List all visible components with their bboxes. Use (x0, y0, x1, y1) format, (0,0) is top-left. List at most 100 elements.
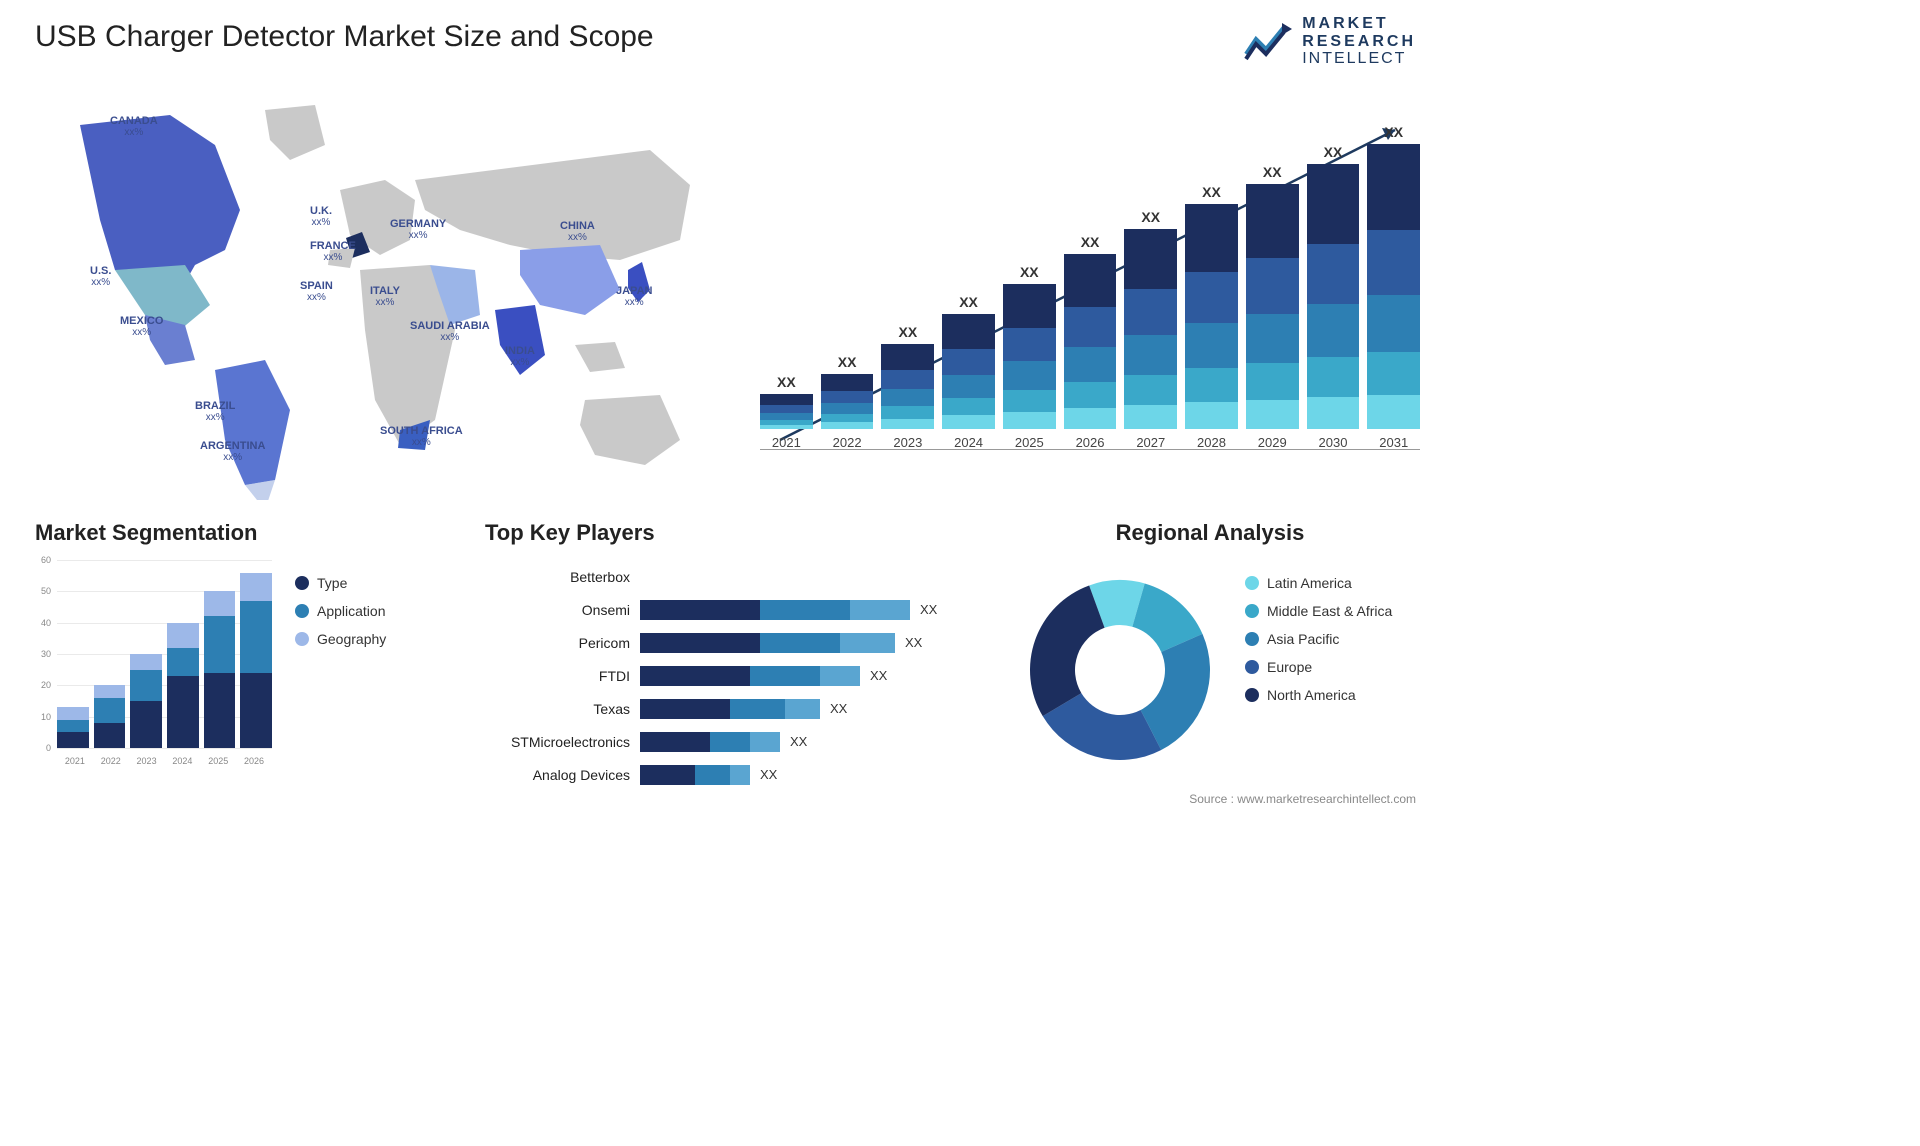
bar-value-label: XX (1141, 209, 1160, 225)
seg-bar-segment (130, 654, 162, 670)
legend-label: Asia Pacific (1267, 631, 1339, 647)
bar-segment (1064, 347, 1117, 382)
segmentation-section: Market Segmentation 0102030405060 202120… (35, 520, 450, 780)
bar-segment (1246, 258, 1299, 314)
world-map: CANADAxx%U.S.xx%MEXICOxx%BRAZILxx%ARGENT… (30, 90, 730, 500)
bar-value-label: XX (959, 294, 978, 310)
seg-bar-segment (204, 591, 236, 616)
key-player-row: OnsemiXX (485, 593, 985, 626)
kp-bar-segment (730, 699, 785, 719)
logo: MARKET RESEARCH INTELLECT (1244, 15, 1416, 68)
bar-segment (1064, 382, 1117, 408)
legend-label: Geography (317, 631, 386, 647)
key-player-name: FTDI (485, 668, 640, 684)
seg-bar-segment (130, 670, 162, 701)
seg-bar-segment (204, 673, 236, 748)
key-player-row: FTDIXX (485, 659, 985, 692)
bar-segment (1003, 328, 1056, 361)
seg-bar-column (94, 685, 126, 748)
year-label: 2031 (1379, 435, 1408, 450)
kp-bar-segment (640, 666, 750, 686)
bar-segment (1367, 352, 1420, 395)
bar-segment (1367, 395, 1420, 429)
seg-bar-segment (57, 732, 89, 748)
bar-value-label: XX (1202, 184, 1221, 200)
seg-bar-segment (240, 673, 272, 748)
seg-year-label: 2021 (57, 756, 93, 766)
bar-segment (1246, 314, 1299, 363)
legend-label: Europe (1267, 659, 1312, 675)
seg-bar-segment (57, 720, 89, 733)
logo-line1: MARKET (1302, 15, 1416, 33)
key-player-name: STMicroelectronics (485, 734, 640, 750)
bar-value-label: XX (838, 354, 857, 370)
bar-segment (1307, 304, 1360, 357)
legend-item: North America (1245, 687, 1392, 703)
country-label: FRANCExx% (310, 240, 356, 263)
bar-segment (1124, 289, 1177, 335)
kp-bar-segment (750, 732, 780, 752)
bar-segment (881, 406, 934, 419)
seg-bar-column (204, 591, 236, 748)
year-label: 2030 (1319, 435, 1348, 450)
country-label: BRAZILxx% (195, 400, 235, 423)
bar-value-label: XX (1324, 144, 1343, 160)
legend-item: Asia Pacific (1245, 631, 1392, 647)
key-player-row: PericomXX (485, 626, 985, 659)
kp-value-label: XX (760, 767, 777, 782)
main-bar-chart: XX2021XX2022XX2023XX2024XX2025XX2026XX20… (760, 100, 1420, 480)
kp-bar-segment (640, 633, 760, 653)
seg-bar-segment (167, 648, 199, 676)
legend-dot (295, 576, 309, 590)
kp-bar-segment (785, 699, 820, 719)
legend-label: Middle East & Africa (1267, 603, 1392, 619)
y-tick: 0 (46, 743, 51, 753)
bar-segment (1367, 230, 1420, 296)
key-players-section: Top Key Players BetterboxOnsemiXXPericom… (485, 520, 985, 780)
legend-item: Type (295, 575, 386, 591)
bar-segment (942, 349, 995, 375)
seg-bar-segment (240, 601, 272, 673)
seg-bar-segment (240, 573, 272, 601)
country-label: INDIAxx% (505, 345, 535, 368)
year-label: 2027 (1136, 435, 1165, 450)
logo-line2: RESEARCH (1302, 33, 1416, 51)
bar-segment (1064, 254, 1117, 307)
key-player-bar (640, 600, 910, 620)
key-player-bar (640, 633, 895, 653)
country-label: CHINAxx% (560, 220, 595, 243)
kp-bar-segment (750, 666, 820, 686)
bar-value-label: XX (1081, 234, 1100, 250)
key-player-row: TexasXX (485, 692, 985, 725)
country-label: SOUTH AFRICAxx% (380, 425, 463, 448)
seg-bar-column (167, 623, 199, 748)
bar-segment (821, 374, 874, 391)
bar-segment (1246, 400, 1299, 429)
seg-year-label: 2025 (200, 756, 236, 766)
segmentation-title: Market Segmentation (35, 520, 450, 546)
legend-item: Application (295, 603, 386, 619)
source-text: Source : www.marketresearchintellect.com (1189, 792, 1416, 806)
bar-segment (1307, 397, 1360, 429)
bar-segment (881, 344, 934, 370)
bar-segment (1124, 229, 1177, 289)
bar-segment (881, 370, 934, 390)
bar-segment (942, 375, 995, 398)
country-label: U.S.xx% (90, 265, 111, 288)
bar-segment (1124, 335, 1177, 375)
country-label: ARGENTINAxx% (200, 440, 265, 463)
legend-dot (1245, 660, 1259, 674)
year-label: 2028 (1197, 435, 1226, 450)
kp-bar-segment (730, 765, 750, 785)
kp-bar-segment (760, 600, 850, 620)
legend-label: Latin America (1267, 575, 1352, 591)
bar-segment (881, 389, 934, 406)
seg-bar-column (240, 573, 272, 748)
kp-bar-segment (640, 600, 760, 620)
bar-segment (1003, 412, 1056, 429)
segmentation-chart: 0102030405060 202120222023202420252026 (35, 560, 275, 770)
main-bar-column: XX2022 (821, 354, 874, 450)
seg-bar-segment (94, 723, 126, 748)
main-bar-column: XX 2027 (1124, 209, 1177, 450)
regional-section: Regional Analysis Latin AmericaMiddle Ea… (1000, 520, 1420, 780)
